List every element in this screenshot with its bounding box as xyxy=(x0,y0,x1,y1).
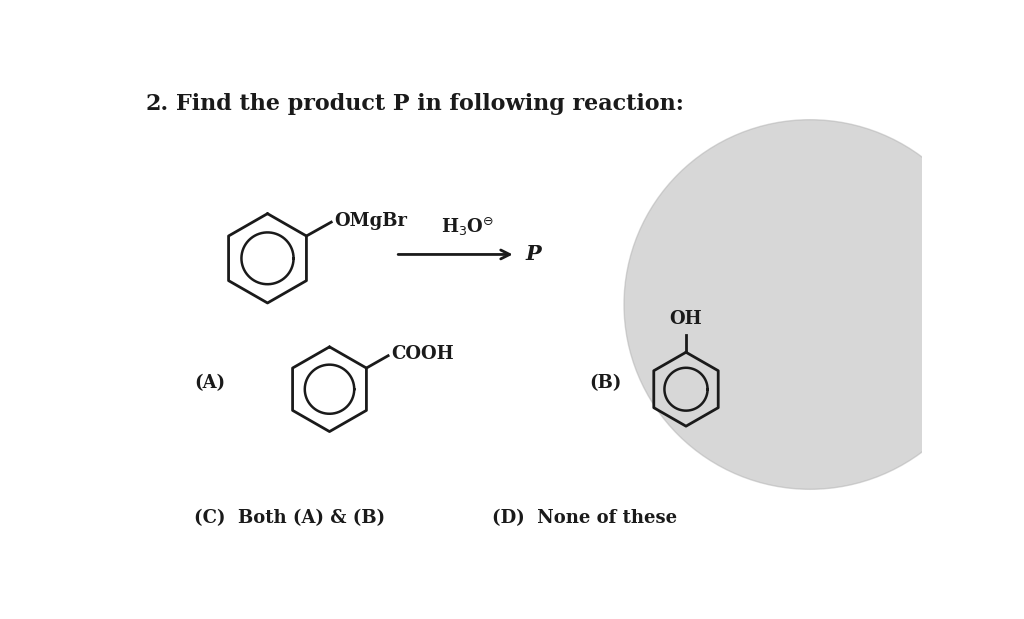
Text: (C)  Both (A) & (B): (C) Both (A) & (B) xyxy=(194,509,385,527)
Text: H$_3$O$^\mathsf{\ominus}$: H$_3$O$^\mathsf{\ominus}$ xyxy=(440,215,494,238)
Text: COOH: COOH xyxy=(391,345,454,363)
Circle shape xyxy=(624,119,996,489)
Text: (D)  None of these: (D) None of these xyxy=(493,509,677,527)
Text: OMgBr: OMgBr xyxy=(334,212,408,230)
Text: P: P xyxy=(525,245,542,264)
Text: (A): (A) xyxy=(194,374,225,392)
Text: OH: OH xyxy=(670,310,702,327)
Text: Find the product P in following reaction:: Find the product P in following reaction… xyxy=(176,93,684,115)
Text: (B): (B) xyxy=(589,374,622,392)
Text: 2.: 2. xyxy=(145,93,168,115)
